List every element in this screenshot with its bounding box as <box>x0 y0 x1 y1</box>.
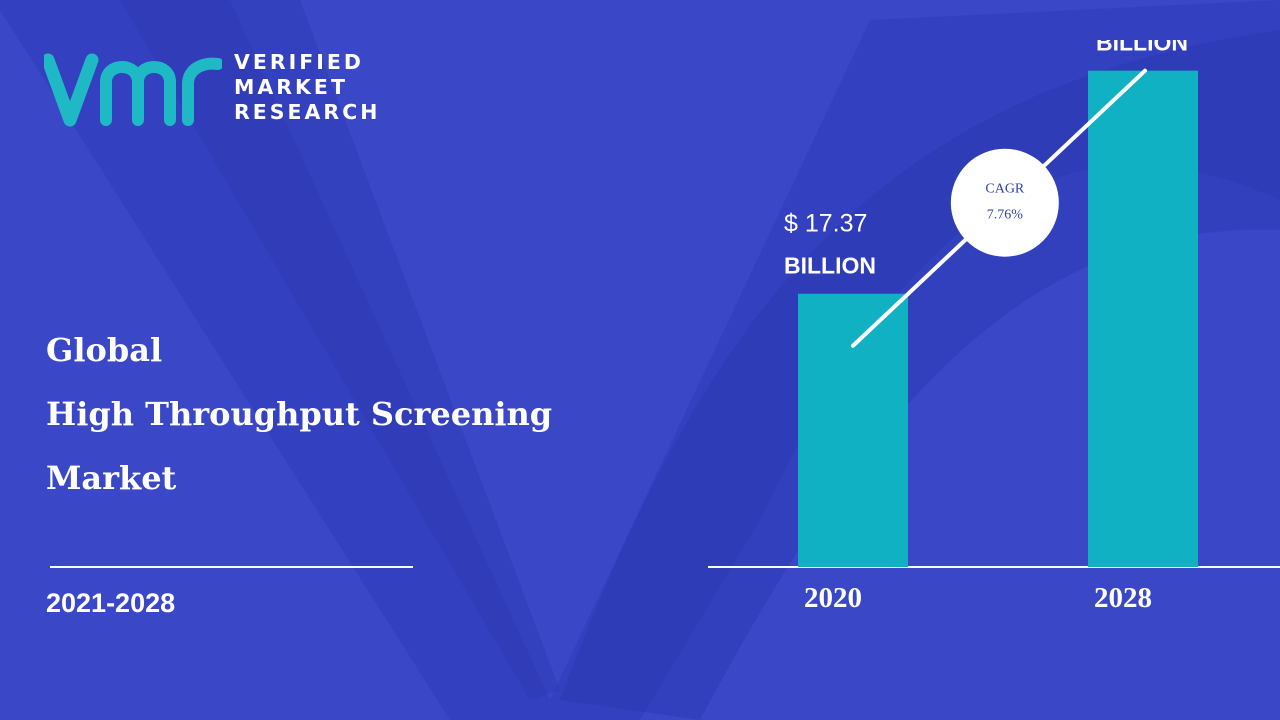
logo-line-research: RESEARCH <box>234 100 381 124</box>
x-tick-label-2020: 2020 <box>804 582 862 614</box>
page-title: Global High Throughput Screening Market <box>46 318 552 510</box>
left-diagonal-shape <box>120 0 560 700</box>
cagr-label: CAGR <box>985 182 1025 197</box>
brand-logo[interactable]: VERIFIED MARKET RESEARCH <box>44 48 404 134</box>
cagr-value: 7.76% <box>987 208 1024 223</box>
title-line-market-name: High Throughput Screening <box>46 395 553 433</box>
value-label-unit-2028: BILLION <box>1096 40 1188 56</box>
cagr-badge <box>950 148 1059 257</box>
title-line-market: Market <box>46 459 177 497</box>
title-line-global: Global <box>46 331 163 369</box>
logo-wordmark: VERIFIED MARKET RESEARCH <box>234 50 380 125</box>
bar-2028 <box>1088 70 1198 567</box>
forecast-period: 2021-2028 <box>46 588 176 618</box>
x-tick-label-2028: 2028 <box>1094 582 1152 614</box>
logo-line-market: MARKET <box>234 75 348 99</box>
vmr-logo-icon <box>44 53 222 127</box>
value-label-unit-2020: BILLION <box>784 253 876 279</box>
value-label-amount-2020: $ 17.37 <box>784 210 867 238</box>
bar-2020 <box>798 293 908 567</box>
title-divider <box>50 566 413 568</box>
logo-line-verified: VERIFIED <box>234 50 364 74</box>
